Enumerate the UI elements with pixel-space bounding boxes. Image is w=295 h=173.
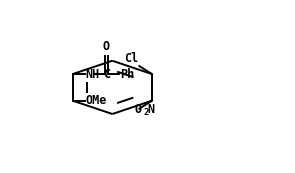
Text: O: O [135,103,142,116]
Text: NH: NH [86,67,100,81]
Text: 2: 2 [143,108,149,117]
Text: Cl: Cl [124,52,138,65]
Text: Ph: Ph [120,67,134,81]
Text: O: O [103,40,110,53]
Text: OMe: OMe [86,94,107,107]
Text: N: N [148,103,155,116]
Text: C: C [103,67,110,81]
